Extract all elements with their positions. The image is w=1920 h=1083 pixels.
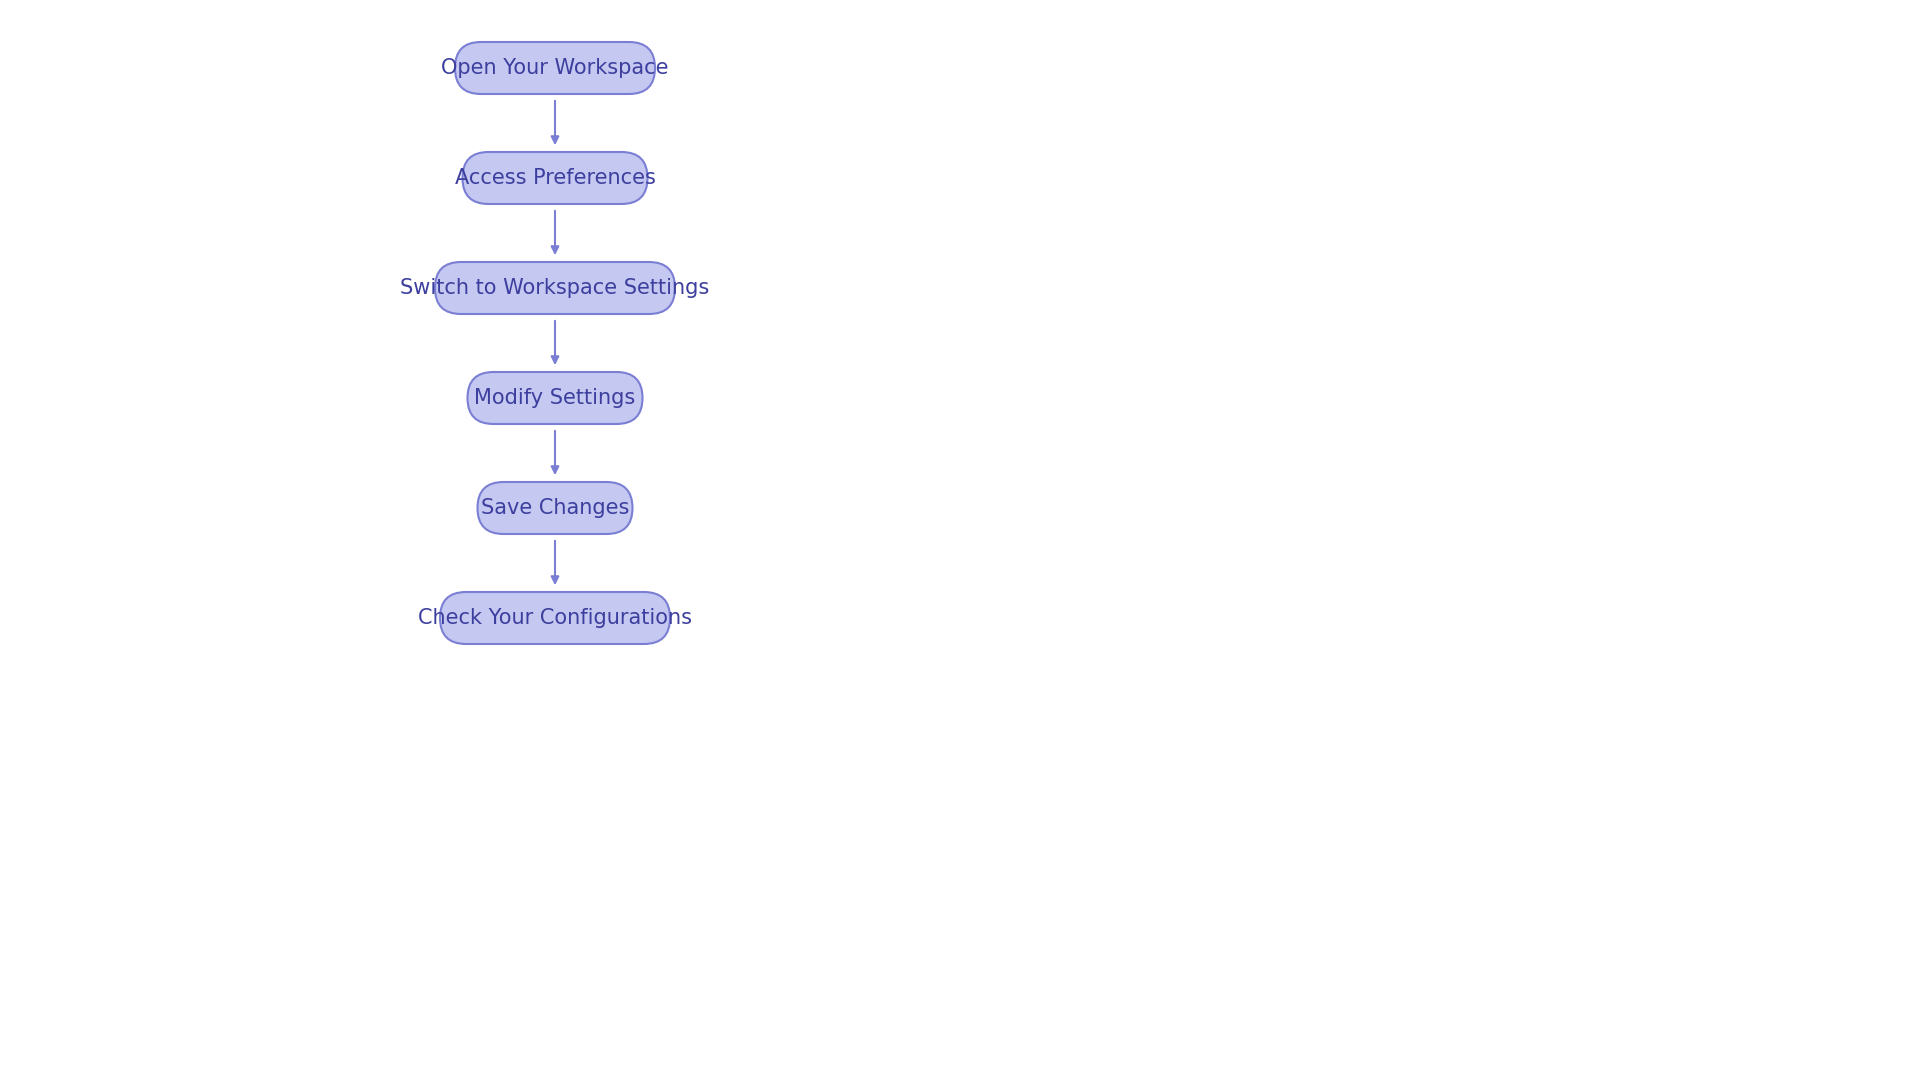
Text: Switch to Workspace Settings: Switch to Workspace Settings xyxy=(401,278,710,298)
FancyBboxPatch shape xyxy=(463,152,647,204)
Text: Open Your Workspace: Open Your Workspace xyxy=(442,58,668,78)
Text: Check Your Configurations: Check Your Configurations xyxy=(419,608,691,628)
Text: Access Preferences: Access Preferences xyxy=(455,168,655,188)
FancyBboxPatch shape xyxy=(467,371,643,425)
FancyBboxPatch shape xyxy=(440,592,670,644)
FancyBboxPatch shape xyxy=(455,42,655,94)
Text: Modify Settings: Modify Settings xyxy=(474,388,636,408)
Text: Save Changes: Save Changes xyxy=(480,498,630,518)
FancyBboxPatch shape xyxy=(436,262,676,314)
FancyBboxPatch shape xyxy=(478,482,632,534)
